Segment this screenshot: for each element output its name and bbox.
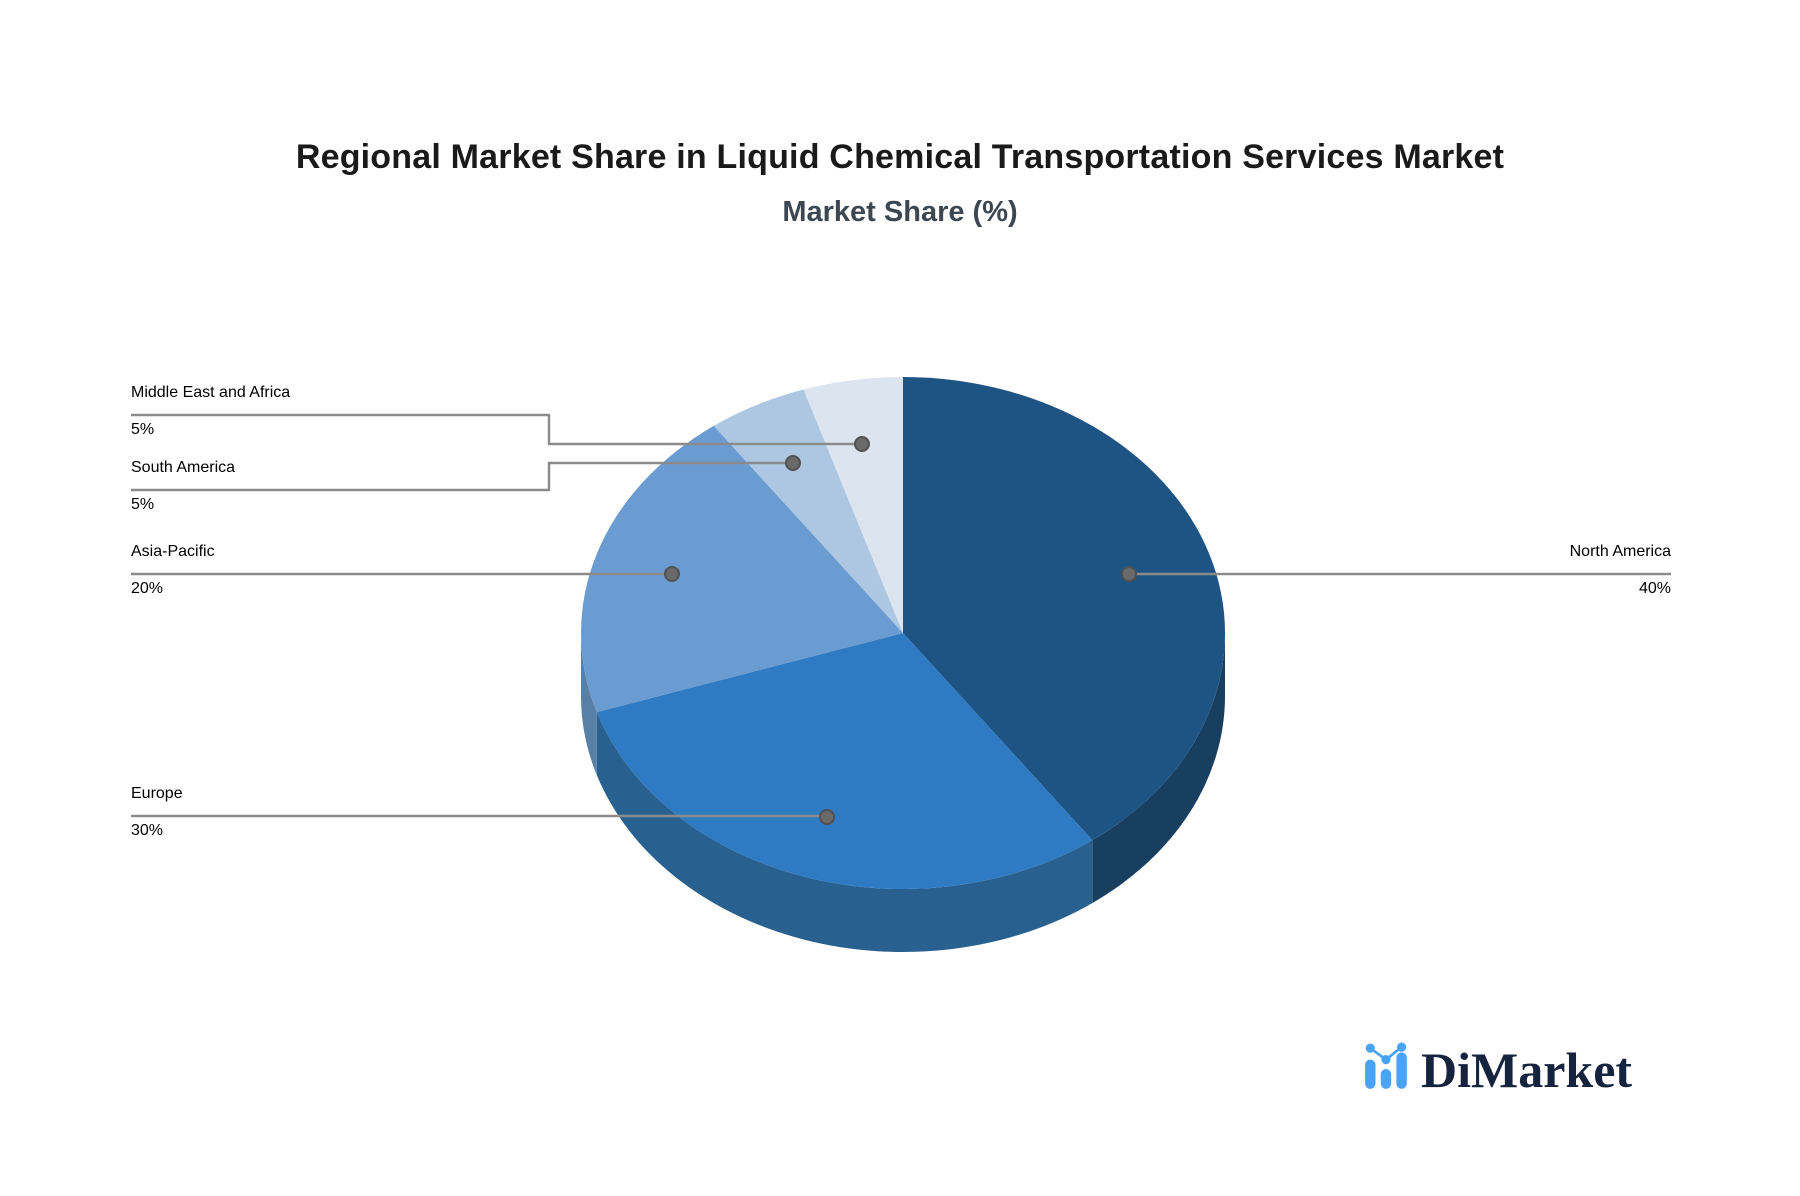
pie-slice-north-america[interactable] [903,377,1226,841]
pie-slice-middle-east-and-africa[interactable] [803,376,904,633]
pie-slice-asia-pacific[interactable] [581,425,903,713]
region-percent-europe: 30% [131,822,164,839]
bar-chart-icon [1365,1042,1407,1089]
pie-slice-side-north-america [1092,633,1225,904]
leader-line-middle-east-and-africa [131,413,855,446]
region-label-north-america: North America [1569,543,1671,560]
leader-dot-middle-east-and-africa [854,436,870,452]
chart-title: Regional Market Share in Liquid Chemical… [295,138,1505,176]
region-percent-south-america: 5% [131,496,155,513]
pie-slice-europe[interactable] [596,633,1093,889]
leader-dot-asia-pacific [664,566,680,582]
region-label-asia-pacific: Asia-Pacific [131,543,215,560]
leader-dot-south-america [785,455,801,471]
chart-subtitle: Market Share (%) [782,196,1018,228]
region-percent-north-america: 40% [1638,580,1671,597]
leader-line-south-america [131,461,786,492]
leader-dot-north-america [1121,566,1137,582]
pie-slice-side-asia-pacific [581,633,597,776]
pie-slice-side-europe [596,712,1093,952]
leader-dot-europe [819,809,835,825]
region-label-south-america: South America [131,459,236,476]
region-percent-middle-east-and-africa: 5% [131,421,155,438]
region-percent-asia-pacific: 20% [131,580,164,597]
region-label-middle-east-and-africa: Middle East and Africa [131,384,291,401]
dimarket-logo-text: DiMarket [1421,1042,1633,1098]
region-label-europe: Europe [131,785,183,802]
pie-slice-south-america[interactable] [713,389,903,634]
dimarket-logo: DiMarket [1363,1042,1632,1098]
